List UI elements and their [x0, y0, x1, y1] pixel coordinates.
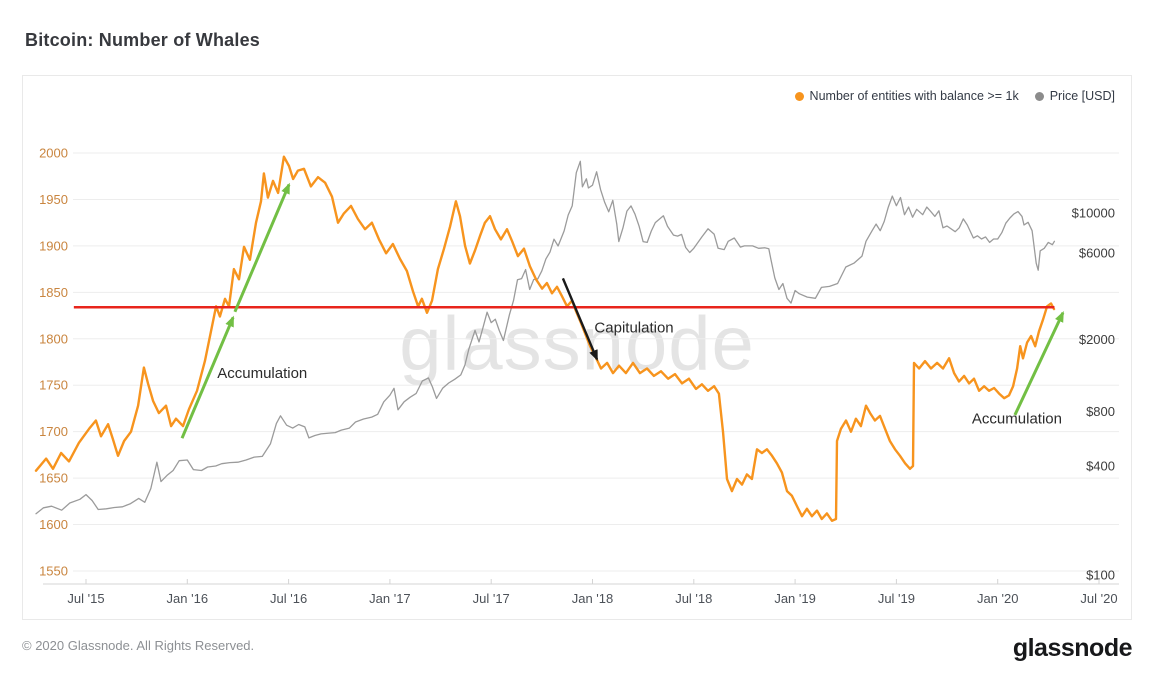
accumulation-arrow: [233, 182, 291, 313]
y-left-tick-label: 1800: [39, 331, 68, 346]
accumulation-arrow: [180, 315, 235, 439]
x-tick-label: Jul '18: [675, 591, 712, 606]
x-tick-label: Jan '18: [572, 591, 614, 606]
y-right-tick-label: $2000: [1079, 332, 1115, 347]
price-series-dot-icon: [1034, 91, 1044, 101]
y-left-tick-label: 1950: [39, 192, 68, 207]
x-tick-label: Jul '16: [270, 591, 307, 606]
legend-label-whales: Number of entities with balance >= 1k: [809, 89, 1019, 103]
annotation-accumulation: Accumulation: [217, 365, 307, 382]
chart-plot[interactable]: 2000 1950 1900 1850 1800 1750 1700 1650 1600 1550…: [23, 76, 1131, 619]
y-left-tick-label: 1850: [39, 285, 68, 300]
annotation-capitulation: Capitulation: [594, 320, 673, 337]
x-tick-label: Jan '20: [977, 591, 1019, 606]
capitulation-arrow: [561, 277, 599, 362]
glassnode-watermark: glassnode: [399, 301, 755, 387]
page-title: Bitcoin: Number of Whales: [25, 30, 261, 50]
y-right-tick-label: $800: [1086, 404, 1115, 419]
whales-series-dot-icon: [794, 91, 804, 101]
y-left-tick-label: 1700: [39, 424, 68, 439]
x-tick-label: Jul '17: [473, 591, 510, 606]
chart-legend: Number of entities with balance >= 1k Pr…: [794, 89, 1115, 103]
price-series-line: [35, 160, 1056, 515]
footer-copyright: © 2020 Glassnode. All Rights Reserved.: [22, 638, 255, 653]
x-tick-label: Jan '17: [369, 591, 411, 606]
x-tick-label: Jul '20: [1080, 591, 1117, 606]
accumulation-arrow: [1013, 310, 1065, 416]
legend-label-price: Price [USD]: [1049, 89, 1115, 103]
glassnode-logo: glassnode: [1012, 634, 1133, 662]
y-left-tick-label: 1550: [39, 564, 68, 579]
annotation-accumulation: Accumulation: [972, 411, 1062, 428]
x-tick-label: Jan '19: [774, 591, 816, 606]
x-tick-label: Jul '15: [67, 591, 104, 606]
x-tick-label: Jul '19: [878, 591, 915, 606]
x-tick-label: Jan '16: [167, 591, 209, 606]
legend-item-whales[interactable]: Number of entities with balance >= 1k: [794, 89, 1019, 103]
chart-card: Number of entities with balance >= 1k Pr…: [22, 75, 1132, 620]
y-left-tick-label: 1600: [39, 517, 68, 532]
y-right-tick-label: $400: [1086, 459, 1115, 474]
y-right-tick-label: $100: [1086, 568, 1115, 583]
legend-item-price[interactable]: Price [USD]: [1034, 89, 1115, 103]
y-left-tick-label: 1900: [39, 238, 68, 253]
y-left-tick-label: 2000: [39, 146, 68, 161]
y-right-tick-label: $10000: [1072, 206, 1115, 221]
y-left-tick-label: 1750: [39, 378, 68, 393]
y-right-tick-label: $6000: [1079, 246, 1115, 261]
y-left-tick-label: 1650: [39, 471, 68, 486]
